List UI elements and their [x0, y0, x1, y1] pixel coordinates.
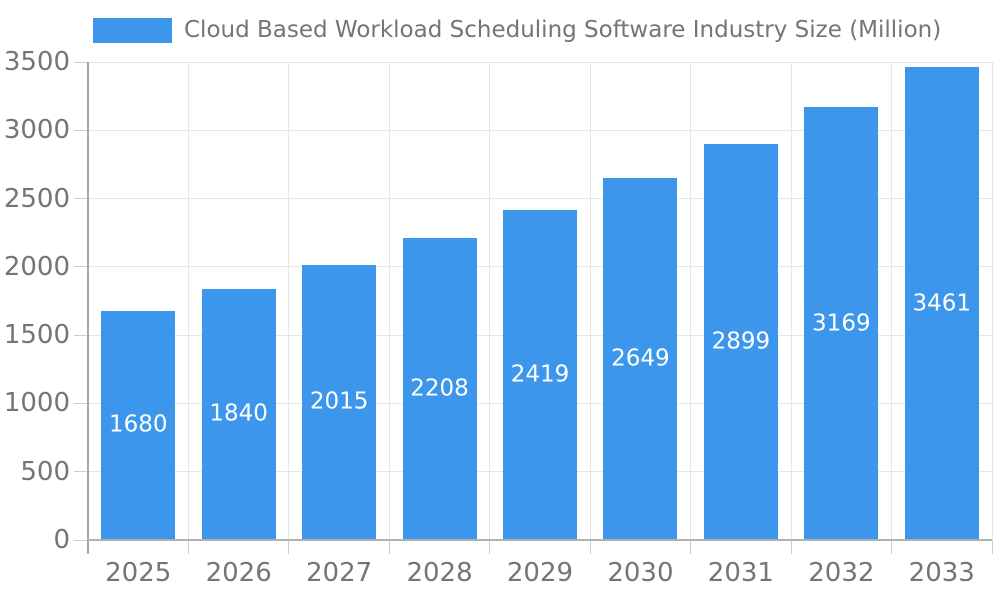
x-tick [288, 540, 290, 554]
bar-value-label: 2208 [410, 375, 469, 402]
x-axis-label: 2026 [205, 558, 272, 588]
bar-value-label: 3169 [812, 310, 871, 337]
h-gridline [88, 198, 992, 200]
bar-2026 [201, 288, 276, 540]
x-tick [790, 540, 792, 554]
y-tick [74, 198, 88, 200]
y-tick [74, 129, 88, 131]
v-gridline [589, 62, 591, 540]
y-axis-label: 3500 [3, 47, 70, 77]
bar-2032 [804, 107, 879, 540]
x-axis-label: 2033 [908, 558, 975, 588]
v-gridline [288, 62, 290, 540]
y-axis-label: 2000 [3, 251, 70, 282]
bar-2031 [703, 144, 778, 540]
bar-2025 [101, 310, 176, 540]
x-axis-label: 2031 [707, 558, 774, 588]
x-tick [891, 540, 893, 554]
y-tick [74, 334, 88, 336]
x-axis-label: 2025 [105, 558, 172, 588]
x-axis-label: 2027 [306, 558, 373, 588]
v-gridline [991, 62, 993, 540]
bar-2027 [302, 264, 377, 540]
bar-value-label: 3461 [912, 290, 972, 317]
v-gridline [891, 62, 893, 540]
bar-value-label: 2015 [309, 388, 369, 415]
y-axis-label: 1500 [3, 320, 70, 351]
y-axis-label: 1000 [3, 388, 70, 419]
y-axis-label: 2500 [3, 183, 70, 214]
h-gridline [88, 129, 992, 131]
x-axis-label: 2028 [406, 558, 473, 588]
x-axis-label: 2030 [607, 558, 674, 588]
bar-value-label: 2899 [711, 328, 771, 355]
v-gridline [489, 62, 491, 540]
bar-2028 [402, 238, 477, 540]
x-axis-label: 2029 [506, 558, 574, 588]
h-gridline [88, 61, 992, 63]
x-tick [388, 540, 390, 554]
y-tick [74, 471, 88, 473]
x-tick [187, 540, 189, 554]
bar-value-label: 1680 [108, 411, 168, 438]
v-gridline [790, 62, 792, 540]
x-axis-label: 2032 [808, 558, 875, 588]
y-tick [74, 539, 88, 541]
y-tick [74, 61, 88, 63]
y-tick [74, 266, 88, 268]
x-tick [991, 540, 993, 554]
bar-2030 [603, 178, 678, 540]
bar-value-label: 2419 [510, 361, 570, 388]
bar-value-label: 2649 [611, 345, 670, 372]
y-tick [74, 402, 88, 404]
y-axis-label: 3000 [3, 115, 70, 146]
legend-swatch [93, 17, 172, 43]
chart-legend: Cloud Based Workload Scheduling Software… [93, 17, 941, 43]
bar-2029 [503, 209, 577, 540]
y-axis-label: 0 [53, 525, 70, 555]
x-tick [489, 540, 491, 554]
v-gridline [690, 62, 692, 540]
legend-label: Cloud Based Workload Scheduling Software… [184, 17, 942, 43]
x-tick [589, 540, 591, 554]
y-axis-line [87, 62, 89, 554]
bar-2033 [904, 67, 979, 540]
y-axis-label: 500 [20, 456, 70, 487]
x-tick [690, 540, 692, 554]
v-gridline [388, 62, 390, 540]
x-axis-line [88, 539, 992, 541]
v-gridline [187, 62, 189, 540]
bar-value-label: 1840 [209, 400, 268, 427]
